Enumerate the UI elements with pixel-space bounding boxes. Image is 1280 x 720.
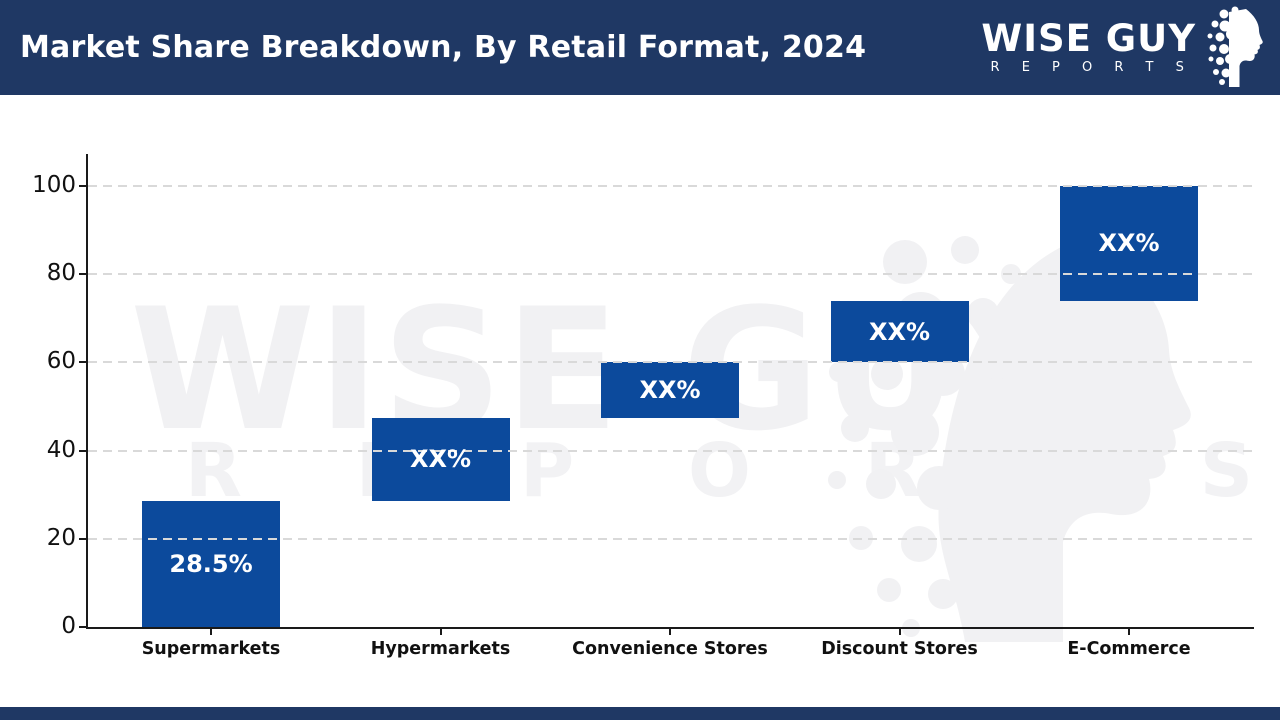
y-tick-label: 0 (61, 613, 76, 639)
bar-discount-stores (830, 300, 969, 363)
gridline-40 (88, 449, 1253, 452)
y-tick-mark (79, 361, 87, 364)
y-tick-label: 100 (32, 172, 76, 198)
head-profile-icon (1202, 4, 1266, 92)
gridline-20 (88, 537, 1253, 540)
bar-convenience-stores (601, 362, 739, 418)
x-category-label: Hypermarkets (370, 639, 511, 659)
watermark-head-graphic (815, 222, 1275, 646)
y-tick-mark (79, 273, 87, 276)
x-tick-mark (1128, 629, 1130, 635)
y-tick-label: 60 (46, 348, 76, 375)
brand-subtitle: R E P O R T S (990, 60, 1193, 75)
bar-e-commerce (1060, 186, 1198, 301)
bar-hypermarkets (371, 417, 510, 502)
x-category-label: Discount Stores (821, 639, 978, 659)
x-category-label: E-Commerce (1067, 639, 1191, 659)
x-axis-line (86, 627, 1254, 629)
brand-name: WISE GUY (981, 17, 1196, 60)
gridline-60 (88, 361, 1253, 364)
bar-value-label: 28.5% (169, 550, 253, 579)
y-axis-line (86, 154, 88, 629)
x-category-label: Convenience Stores (572, 639, 768, 659)
header-bar: Market Share Breakdown, By Retail Format… (0, 0, 1280, 95)
y-tick-mark (79, 537, 87, 540)
y-tick-label: 80 (46, 260, 76, 287)
bar-value-label: XX% (1098, 229, 1160, 258)
bar-value-label: XX% (639, 375, 701, 404)
y-tick-mark (79, 449, 87, 452)
gridline-100 (88, 185, 1253, 187)
x-tick-mark (210, 629, 212, 635)
y-tick-label: 20 (46, 524, 76, 551)
x-tick-mark (898, 629, 901, 635)
brand-logo: WISE GUY R E P O R T S (981, 6, 1266, 90)
bar-value-label: XX% (868, 317, 931, 346)
bar-value-label: XX% (409, 445, 472, 474)
page-title: Market Share Breakdown, By Retail Format… (20, 30, 867, 65)
footer-bar (0, 707, 1280, 720)
gridline-80 (88, 273, 1253, 276)
x-tick-mark (439, 629, 442, 635)
y-tick-mark (79, 185, 87, 187)
x-category-label: Supermarkets (141, 639, 281, 659)
y-tick-label: 40 (46, 436, 76, 463)
x-tick-mark (669, 629, 671, 635)
bar-supermarkets (142, 501, 280, 627)
brand-logo-text: WISE GUY R E P O R T S (981, 20, 1196, 76)
y-tick-mark (79, 626, 87, 628)
